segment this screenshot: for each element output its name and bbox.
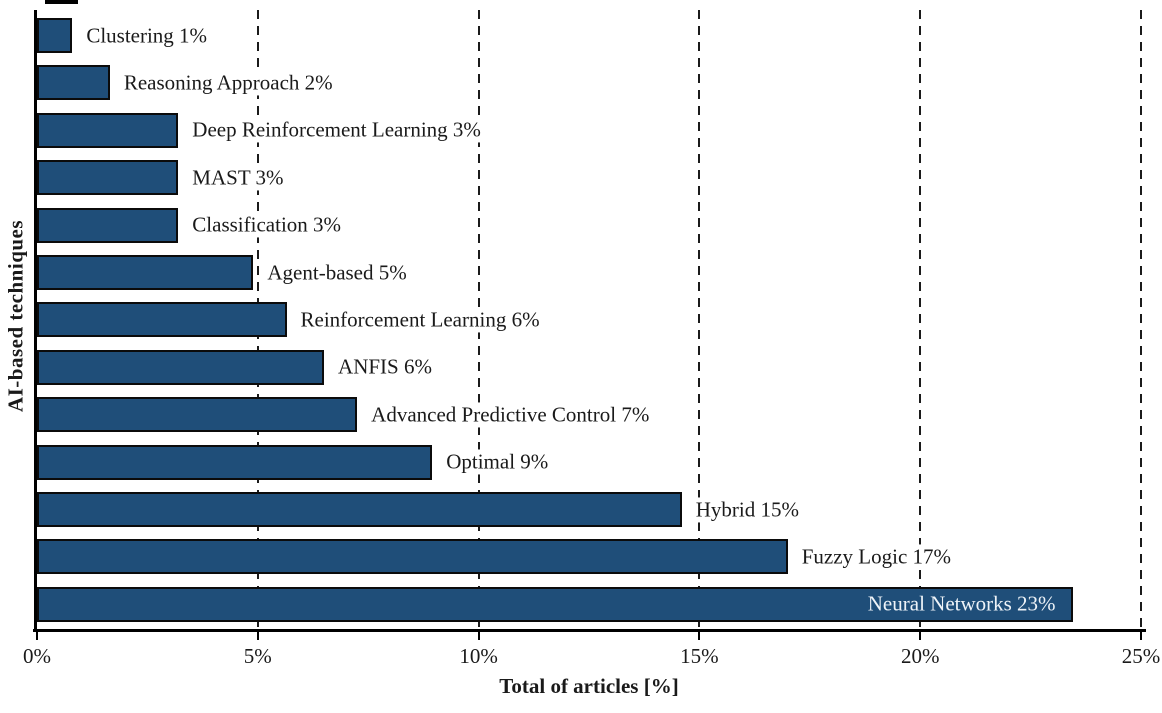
y-axis-line: [34, 10, 37, 632]
bar-classification: [37, 207, 179, 243]
bar-label: Fuzzy Logic 17%: [798, 544, 955, 570]
x-tick-label: 5%: [243, 644, 272, 668]
bar-fuzzy-logic: [37, 539, 788, 575]
bar-label: Hybrid 15%: [692, 496, 802, 523]
bar-label: MAST 3%: [189, 165, 287, 191]
gridline-20pct: [919, 10, 922, 629]
x-tick-label: 20%: [900, 644, 940, 668]
bar-hybrid: [37, 492, 682, 527]
bar-clustering: [37, 18, 73, 53]
x-tick-label: 25%: [1121, 644, 1161, 668]
bar-mast: [37, 160, 179, 196]
bar-label: Reinforcement Learning 6%: [297, 307, 543, 333]
bar-label: Neural Networks 23%: [867, 591, 1056, 616]
x-tick-label: 10%: [459, 644, 498, 668]
bar-label: Optimal 9%: [443, 449, 552, 475]
y-axis-title: AI-based techniques: [3, 219, 28, 413]
x-tick-label: 15%: [680, 644, 719, 668]
bar-advanced-predictive-control: [37, 397, 358, 433]
x-tick-25pct: [1140, 629, 1142, 640]
x-axis-line: [33, 629, 1146, 632]
bar-deep-reinforcement-learning: [37, 112, 179, 148]
x-tick-10pct: [477, 629, 480, 640]
bar-label: Advanced Predictive Control 7%: [368, 402, 653, 428]
bar-agent-based: [37, 255, 254, 290]
cropped-tick-mark: [45, 0, 78, 4]
bar-neural-networks: [37, 586, 1073, 622]
bar-reinforcement-learning: [37, 302, 287, 338]
bar-label: Deep Reinforcement Learning 3%: [189, 117, 484, 143]
x-axis-title: Total of articles [%]: [499, 674, 679, 698]
bar-label: Agent-based 5%: [264, 259, 410, 286]
x-tick-15pct: [698, 629, 701, 640]
x-tick-0pct: [36, 629, 38, 640]
bar-label: Reasoning Approach 2%: [120, 70, 336, 96]
bar-optimal: [37, 444, 433, 480]
bar-anfis: [37, 349, 325, 385]
x-tick-20pct: [919, 629, 922, 640]
bar-label: Classification 3%: [189, 212, 345, 238]
gridline-25pct: [1140, 10, 1142, 629]
x-tick-label: 0%: [23, 644, 51, 668]
bar-reasoning-approach: [37, 65, 110, 101]
bar-label: Clustering 1%: [83, 22, 211, 49]
x-tick-5pct: [256, 629, 259, 640]
bar-label: ANFIS 6%: [335, 354, 435, 380]
gridline-15pct: [698, 10, 701, 629]
